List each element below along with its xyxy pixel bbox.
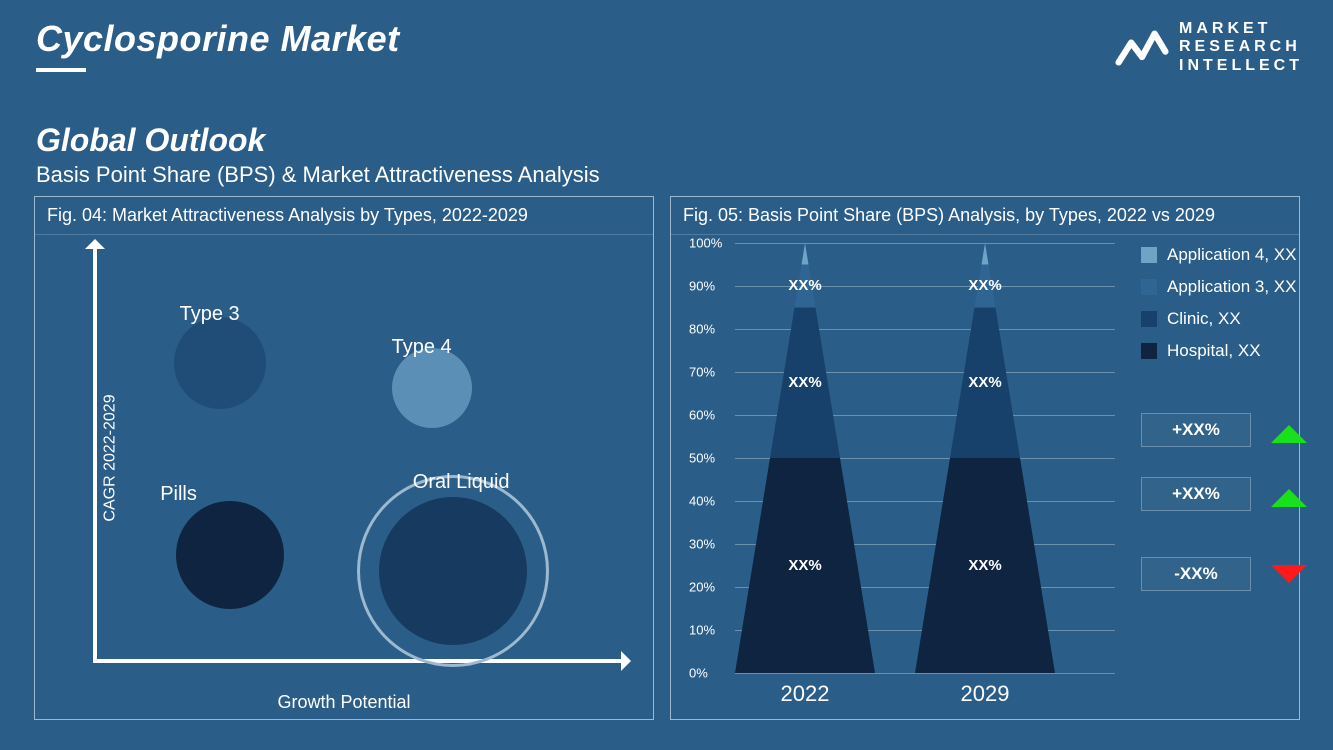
legend-label: Clinic, XX	[1167, 309, 1241, 329]
y-tick-label: 50%	[689, 451, 715, 466]
logo-line: RESEARCH	[1179, 38, 1303, 56]
segment-value: XX%	[735, 557, 875, 574]
logo-line: INTELLECT	[1179, 57, 1303, 75]
delta-badge: +XX%	[1141, 413, 1251, 447]
y-tick-label: 60%	[689, 408, 715, 423]
grid-line	[735, 673, 1115, 674]
legend-swatch	[1141, 279, 1157, 295]
legend-label: Application 4, XX	[1167, 245, 1296, 265]
section-title: Global Outlook	[36, 122, 265, 159]
arrow-down-icon	[1271, 565, 1307, 601]
category-label: 2022	[735, 681, 875, 707]
delta-badge: -XX%	[1141, 557, 1251, 591]
y-tick-label: 40%	[689, 494, 715, 509]
segment-value: XX%	[915, 374, 1055, 391]
segment-value: XX%	[735, 374, 875, 391]
bubble-label: Oral Liquid	[413, 471, 510, 494]
bubble-label: Type 4	[392, 336, 452, 359]
page-title: Cyclosporine Market	[36, 18, 400, 72]
segment-value: XX%	[915, 557, 1055, 574]
y-tick-label: 30%	[689, 537, 715, 552]
legend-item: Application 3, XX	[1141, 277, 1296, 297]
segment-value: XX%	[735, 277, 875, 294]
legend-label: Hospital, XX	[1167, 341, 1261, 361]
bubble-point	[176, 501, 284, 609]
logo-icon	[1115, 21, 1169, 75]
y-tick-label: 100%	[689, 236, 722, 251]
brand-logo: MARKET RESEARCH INTELLECT	[1115, 20, 1303, 75]
y-tick-label: 80%	[689, 322, 715, 337]
delta-badge: +XX%	[1141, 477, 1251, 511]
legend-item: Clinic, XX	[1141, 309, 1296, 329]
bubble-point	[174, 317, 266, 409]
x-axis-label: Growth Potential	[277, 692, 410, 713]
y-tick-label: 10%	[689, 623, 715, 638]
chart-legend: Application 4, XX Application 3, XX Clinic…	[1141, 245, 1296, 373]
y-tick-label: 0%	[689, 666, 708, 681]
category-label: 2029	[915, 681, 1055, 707]
legend-swatch	[1141, 311, 1157, 327]
chart-caption: Fig. 05: Basis Point Share (BPS) Analysi…	[671, 197, 1299, 235]
bubble-label: Type 3	[180, 303, 240, 326]
logo-line: MARKET	[1179, 20, 1303, 38]
legend-label: Application 3, XX	[1167, 277, 1296, 297]
arrow-up-icon	[1271, 471, 1307, 507]
cone-segment	[802, 243, 809, 265]
cone-segment	[982, 243, 989, 265]
segment-value: XX%	[915, 277, 1055, 294]
chart-attractiveness: Fig. 04: Market Attractiveness Analysis …	[34, 196, 654, 720]
bubble-point	[379, 497, 527, 645]
y-tick-label: 90%	[689, 279, 715, 294]
y-tick-label: 20%	[689, 580, 715, 595]
bubble-label: Pills	[160, 483, 197, 506]
arrow-up-icon	[1271, 407, 1307, 443]
legend-item: Application 4, XX	[1141, 245, 1296, 265]
legend-item: Hospital, XX	[1141, 341, 1296, 361]
chart-caption: Fig. 04: Market Attractiveness Analysis …	[35, 197, 653, 235]
legend-swatch	[1141, 247, 1157, 263]
section-subtitle: Basis Point Share (BPS) & Market Attract…	[36, 162, 600, 188]
y-tick-label: 70%	[689, 365, 715, 380]
cone-column: XX%XX%XX%2029	[915, 243, 1055, 673]
legend-swatch	[1141, 343, 1157, 359]
cone-column: XX%XX%XX%2022	[735, 243, 875, 673]
y-axis-arrow	[93, 243, 97, 663]
chart-bps: Fig. 05: Basis Point Share (BPS) Analysi…	[670, 196, 1300, 720]
bubble-point	[392, 348, 472, 428]
